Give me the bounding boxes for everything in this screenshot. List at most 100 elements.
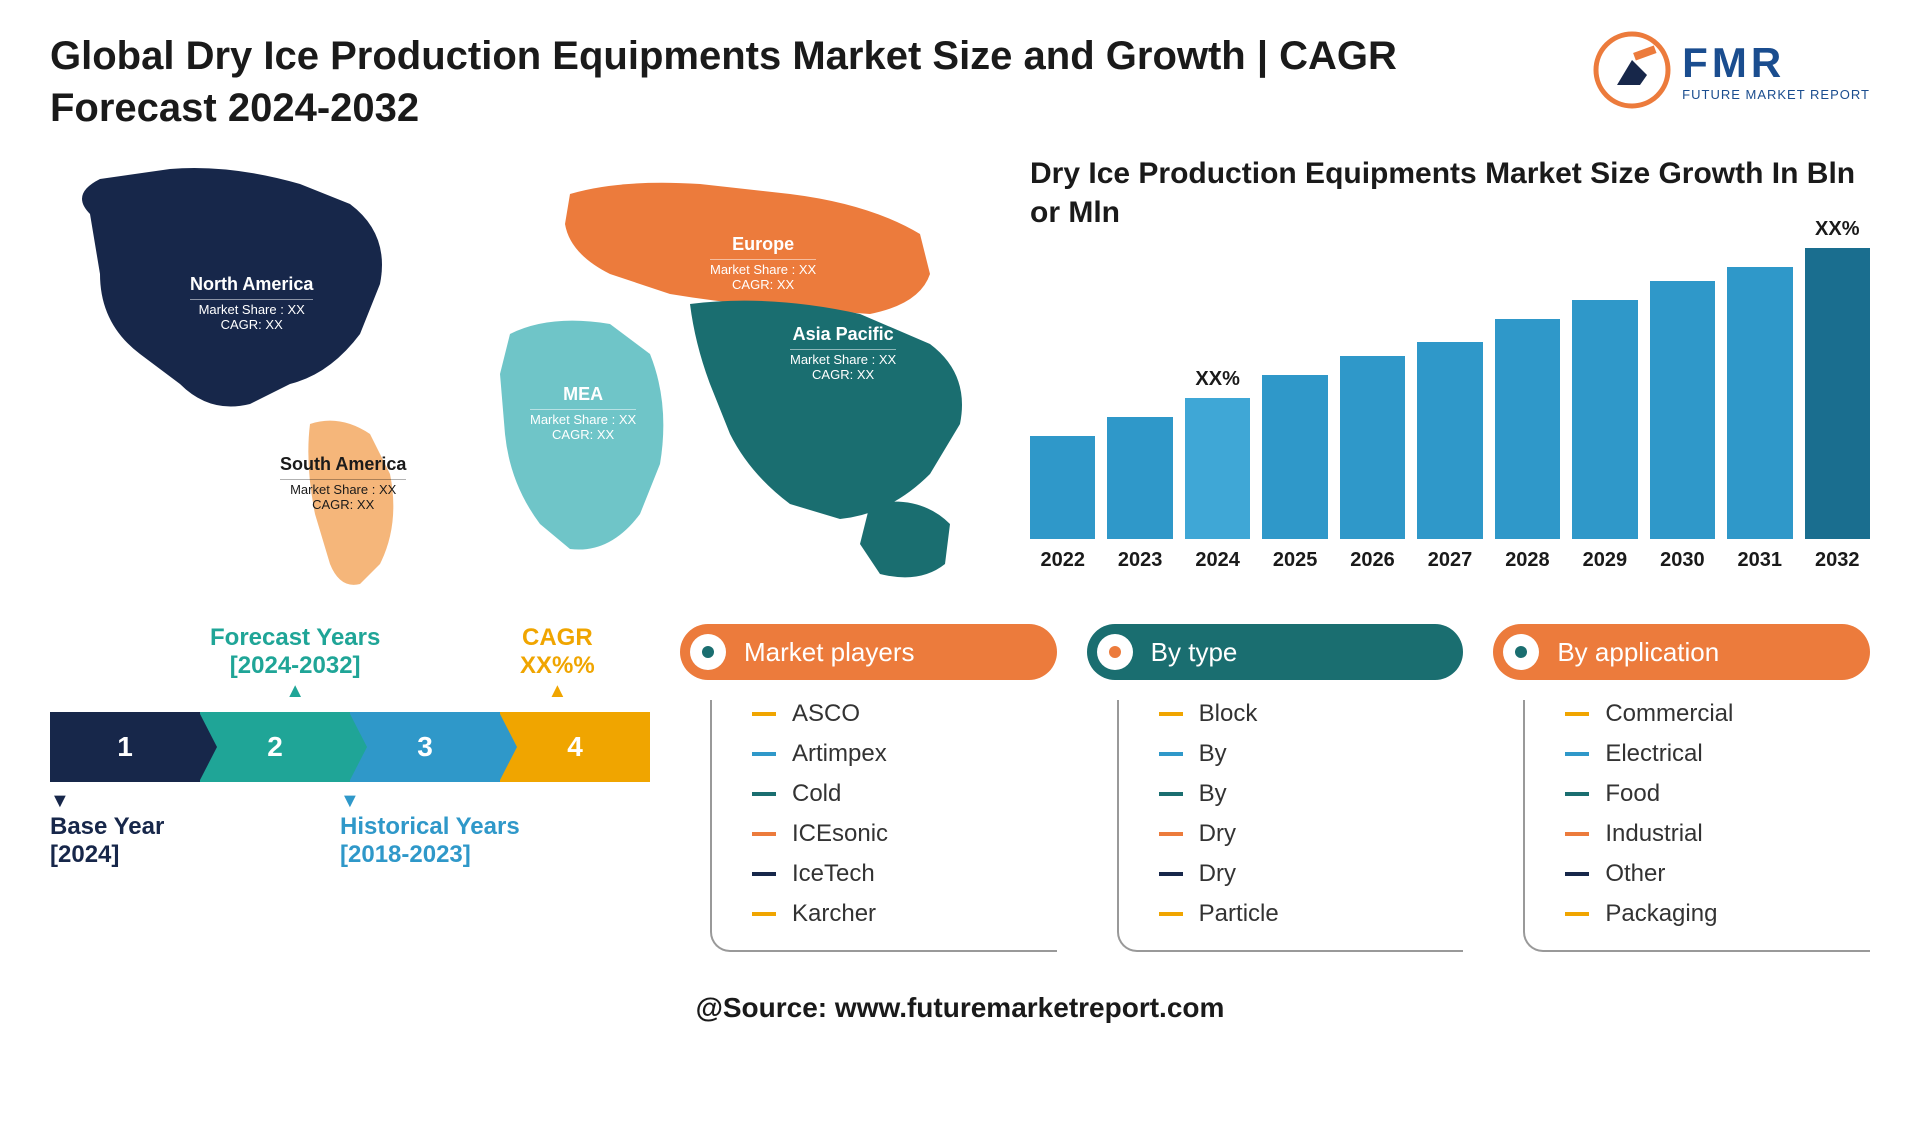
bar bbox=[1030, 436, 1095, 539]
region-label-eu: EuropeMarket Share : XXCAGR: XX bbox=[710, 234, 816, 292]
list-item: Cold bbox=[752, 780, 1057, 808]
list-item-label: Particle bbox=[1199, 900, 1279, 928]
tick-icon bbox=[752, 752, 776, 756]
bar bbox=[1650, 281, 1715, 539]
bar-year-label: 2027 bbox=[1428, 549, 1473, 572]
region-label-mea: MEAMarket Share : XXCAGR: XX bbox=[530, 384, 636, 442]
bar-chart-section: Dry Ice Production Equipments Market Siz… bbox=[1030, 154, 1870, 594]
list-item-label: Food bbox=[1605, 780, 1660, 808]
bullet-icon bbox=[1503, 634, 1539, 670]
bar-col-2028: 2028 bbox=[1495, 319, 1560, 572]
timeline-segment-4: 4 bbox=[500, 712, 650, 782]
timeline-top-label: Forecast Years[2024-2032]▲ bbox=[210, 624, 380, 703]
logo-subtext: FUTURE MARKET REPORT bbox=[1682, 87, 1870, 102]
list-item-label: Dry bbox=[1199, 860, 1236, 888]
bar-col-2024: XX% 2024 bbox=[1185, 398, 1250, 572]
list-item-label: Electrical bbox=[1605, 740, 1702, 768]
list-item-label: Commercial bbox=[1605, 700, 1733, 728]
tick-icon bbox=[1565, 832, 1589, 836]
tick-icon bbox=[752, 872, 776, 876]
bar: XX% bbox=[1185, 398, 1250, 539]
bar-year-label: 2030 bbox=[1660, 549, 1705, 572]
category-title: Market players bbox=[744, 637, 915, 668]
bar bbox=[1107, 417, 1172, 539]
region-label-ap: Asia PacificMarket Share : XXCAGR: XX bbox=[790, 324, 896, 382]
page-title: Global Dry Ice Production Equipments Mar… bbox=[50, 30, 1450, 134]
tick-icon bbox=[1565, 752, 1589, 756]
list-item: Karcher bbox=[752, 900, 1057, 928]
chart-title: Dry Ice Production Equipments Market Siz… bbox=[1030, 154, 1870, 232]
bar-col-2023: 2023 bbox=[1107, 417, 1172, 572]
timeline-segment-1: 1 bbox=[50, 712, 200, 782]
timeline-bottom-label: ▼Historical Years[2018-2023] bbox=[340, 790, 520, 869]
logo-text: FMR bbox=[1682, 39, 1870, 87]
tick-icon bbox=[1565, 872, 1589, 876]
bar-year-label: 2032 bbox=[1815, 549, 1860, 572]
category-header: By type bbox=[1087, 624, 1464, 680]
tick-icon bbox=[1159, 832, 1183, 836]
tick-icon bbox=[1565, 792, 1589, 796]
bar bbox=[1495, 319, 1560, 539]
tick-icon bbox=[1159, 792, 1183, 796]
list-item: Artimpex bbox=[752, 740, 1057, 768]
category-list: Block By By Dry Dry Particle bbox=[1117, 700, 1464, 952]
list-item-label: Industrial bbox=[1605, 820, 1702, 848]
list-item: Particle bbox=[1159, 900, 1464, 928]
list-item-label: By bbox=[1199, 740, 1227, 768]
list-item: ASCO bbox=[752, 700, 1057, 728]
bar-year-label: 2023 bbox=[1118, 549, 1163, 572]
list-item: Industrial bbox=[1565, 820, 1870, 848]
list-item: Dry bbox=[1159, 860, 1464, 888]
category-section: By type Block By By Dry Dry Particle bbox=[1087, 624, 1464, 952]
bar-year-label: 2029 bbox=[1583, 549, 1628, 572]
list-item: By bbox=[1159, 780, 1464, 808]
category-list: Commercial Electrical Food Industrial Other P… bbox=[1523, 700, 1870, 952]
list-item-label: By bbox=[1199, 780, 1227, 808]
bar-year-label: 2026 bbox=[1350, 549, 1395, 572]
tick-icon bbox=[752, 792, 776, 796]
list-item: Block bbox=[1159, 700, 1464, 728]
bar-col-2031: 2031 bbox=[1727, 267, 1792, 572]
list-item-label: ASCO bbox=[792, 700, 860, 728]
list-item: Dry bbox=[1159, 820, 1464, 848]
list-item: Packaging bbox=[1565, 900, 1870, 928]
bar-chart: 20222023XX%20242025202620272028202920302… bbox=[1030, 252, 1870, 572]
bar-col-2029: 2029 bbox=[1572, 300, 1637, 572]
bar-col-2022: 2022 bbox=[1030, 436, 1095, 572]
bar bbox=[1727, 267, 1792, 539]
chevron-right-icon bbox=[199, 712, 217, 782]
chevron-right-icon bbox=[499, 712, 517, 782]
timeline-segment-2: 2 bbox=[200, 712, 350, 782]
chevron-right-icon bbox=[349, 712, 367, 782]
bar-col-2030: 2030 bbox=[1650, 281, 1715, 572]
tick-icon bbox=[1159, 712, 1183, 716]
tick-icon bbox=[1565, 712, 1589, 716]
telescope-icon bbox=[1592, 30, 1672, 110]
bar-year-label: 2028 bbox=[1505, 549, 1550, 572]
source-text: @Source: www.futuremarketreport.com bbox=[50, 992, 1870, 1024]
list-item: Food bbox=[1565, 780, 1870, 808]
logo: FMR FUTURE MARKET REPORT bbox=[1592, 30, 1870, 110]
timeline-top-label: CAGRXX%%▲ bbox=[520, 624, 595, 703]
list-item-label: Cold bbox=[792, 780, 841, 808]
bar bbox=[1262, 375, 1327, 539]
tick-icon bbox=[752, 832, 776, 836]
bar bbox=[1417, 342, 1482, 539]
world-map: North AmericaMarket Share : XXCAGR: XXSo… bbox=[50, 154, 990, 594]
list-item-label: Other bbox=[1605, 860, 1665, 888]
bar-col-2026: 2026 bbox=[1340, 356, 1405, 572]
region-label-sa: South AmericaMarket Share : XXCAGR: XX bbox=[280, 454, 406, 512]
bar bbox=[1340, 356, 1405, 539]
category-title: By application bbox=[1557, 637, 1719, 668]
list-item: By bbox=[1159, 740, 1464, 768]
bullet-icon bbox=[1097, 634, 1133, 670]
list-item: Electrical bbox=[1565, 740, 1870, 768]
category-section: By application Commercial Electrical Food In… bbox=[1493, 624, 1870, 952]
list-item: Commercial bbox=[1565, 700, 1870, 728]
bar-year-label: 2024 bbox=[1195, 549, 1240, 572]
category-list: ASCOArtimpexColdICEsonicIceTechKarcher bbox=[710, 700, 1057, 952]
list-item-label: ICEsonic bbox=[792, 820, 888, 848]
bar-year-label: 2022 bbox=[1040, 549, 1085, 572]
category-header: By application bbox=[1493, 624, 1870, 680]
category-header: Market players bbox=[680, 624, 1057, 680]
